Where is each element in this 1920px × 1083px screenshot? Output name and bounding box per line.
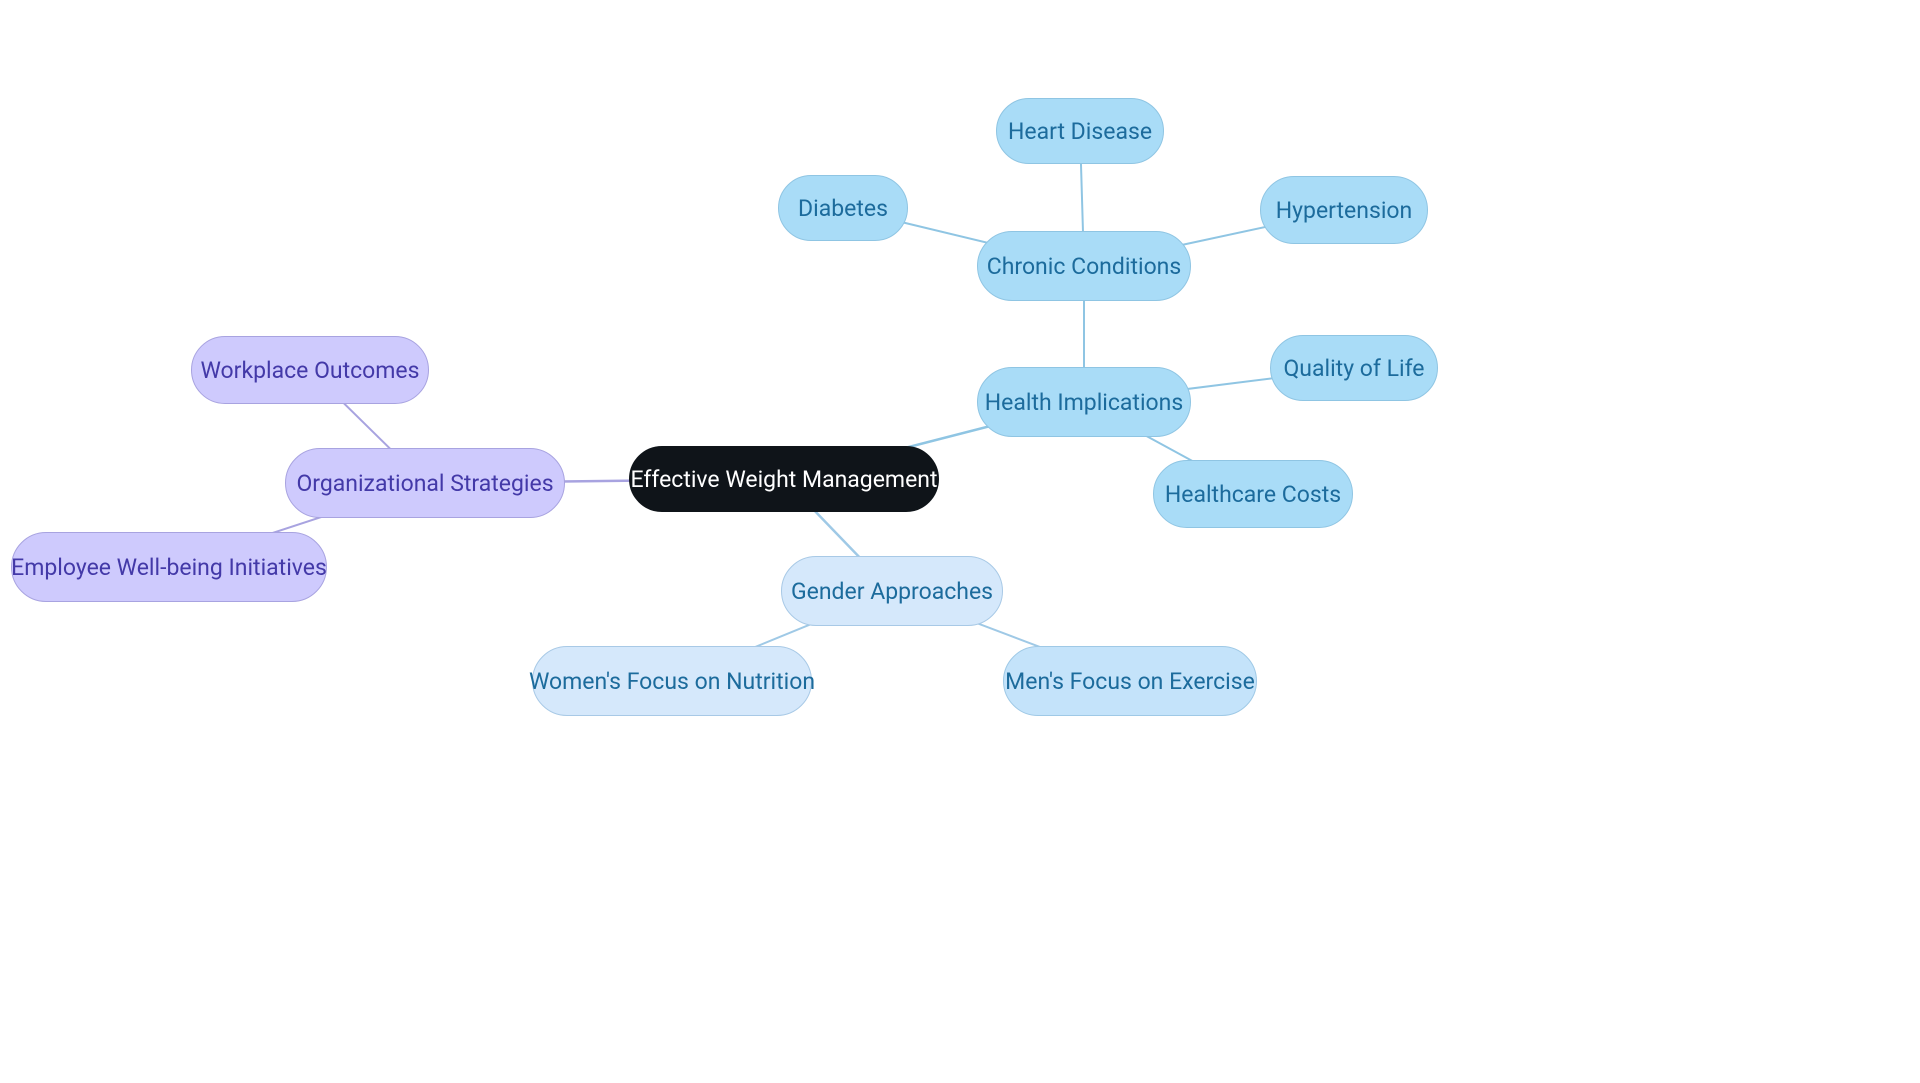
node-label: Healthcare Costs (1165, 481, 1341, 508)
node-workplace: Workplace Outcomes (191, 336, 429, 404)
node-label: Men's Focus on Exercise (1005, 668, 1255, 695)
node-gender: Gender Approaches (781, 556, 1003, 626)
node-root: Effective Weight Management (629, 446, 939, 512)
node-label: Health Implications (985, 389, 1184, 416)
node-label: Employee Well-being Initiatives (11, 554, 327, 581)
node-org: Organizational Strategies (285, 448, 565, 518)
node-label: Gender Approaches (791, 578, 993, 605)
node-wellbeing: Employee Well-being Initiatives (11, 532, 327, 602)
node-men: Men's Focus on Exercise (1003, 646, 1257, 716)
node-label: Quality of Life (1283, 355, 1424, 382)
node-diabetes: Diabetes (778, 175, 908, 241)
node-label: Workplace Outcomes (200, 357, 419, 384)
node-hyper: Hypertension (1260, 176, 1428, 244)
node-women: Women's Focus on Nutrition (532, 646, 812, 716)
node-label: Organizational Strategies (296, 470, 553, 497)
node-label: Diabetes (798, 195, 888, 222)
node-heart: Heart Disease (996, 98, 1164, 164)
node-label: Effective Weight Management (630, 466, 937, 493)
node-health: Health Implications (977, 367, 1191, 437)
node-chronic: Chronic Conditions (977, 231, 1191, 301)
node-qol: Quality of Life (1270, 335, 1438, 401)
node-costs: Healthcare Costs (1153, 460, 1353, 528)
node-label: Women's Focus on Nutrition (529, 668, 815, 695)
node-label: Hypertension (1276, 197, 1412, 224)
node-label: Heart Disease (1008, 118, 1152, 145)
node-label: Chronic Conditions (987, 253, 1182, 280)
